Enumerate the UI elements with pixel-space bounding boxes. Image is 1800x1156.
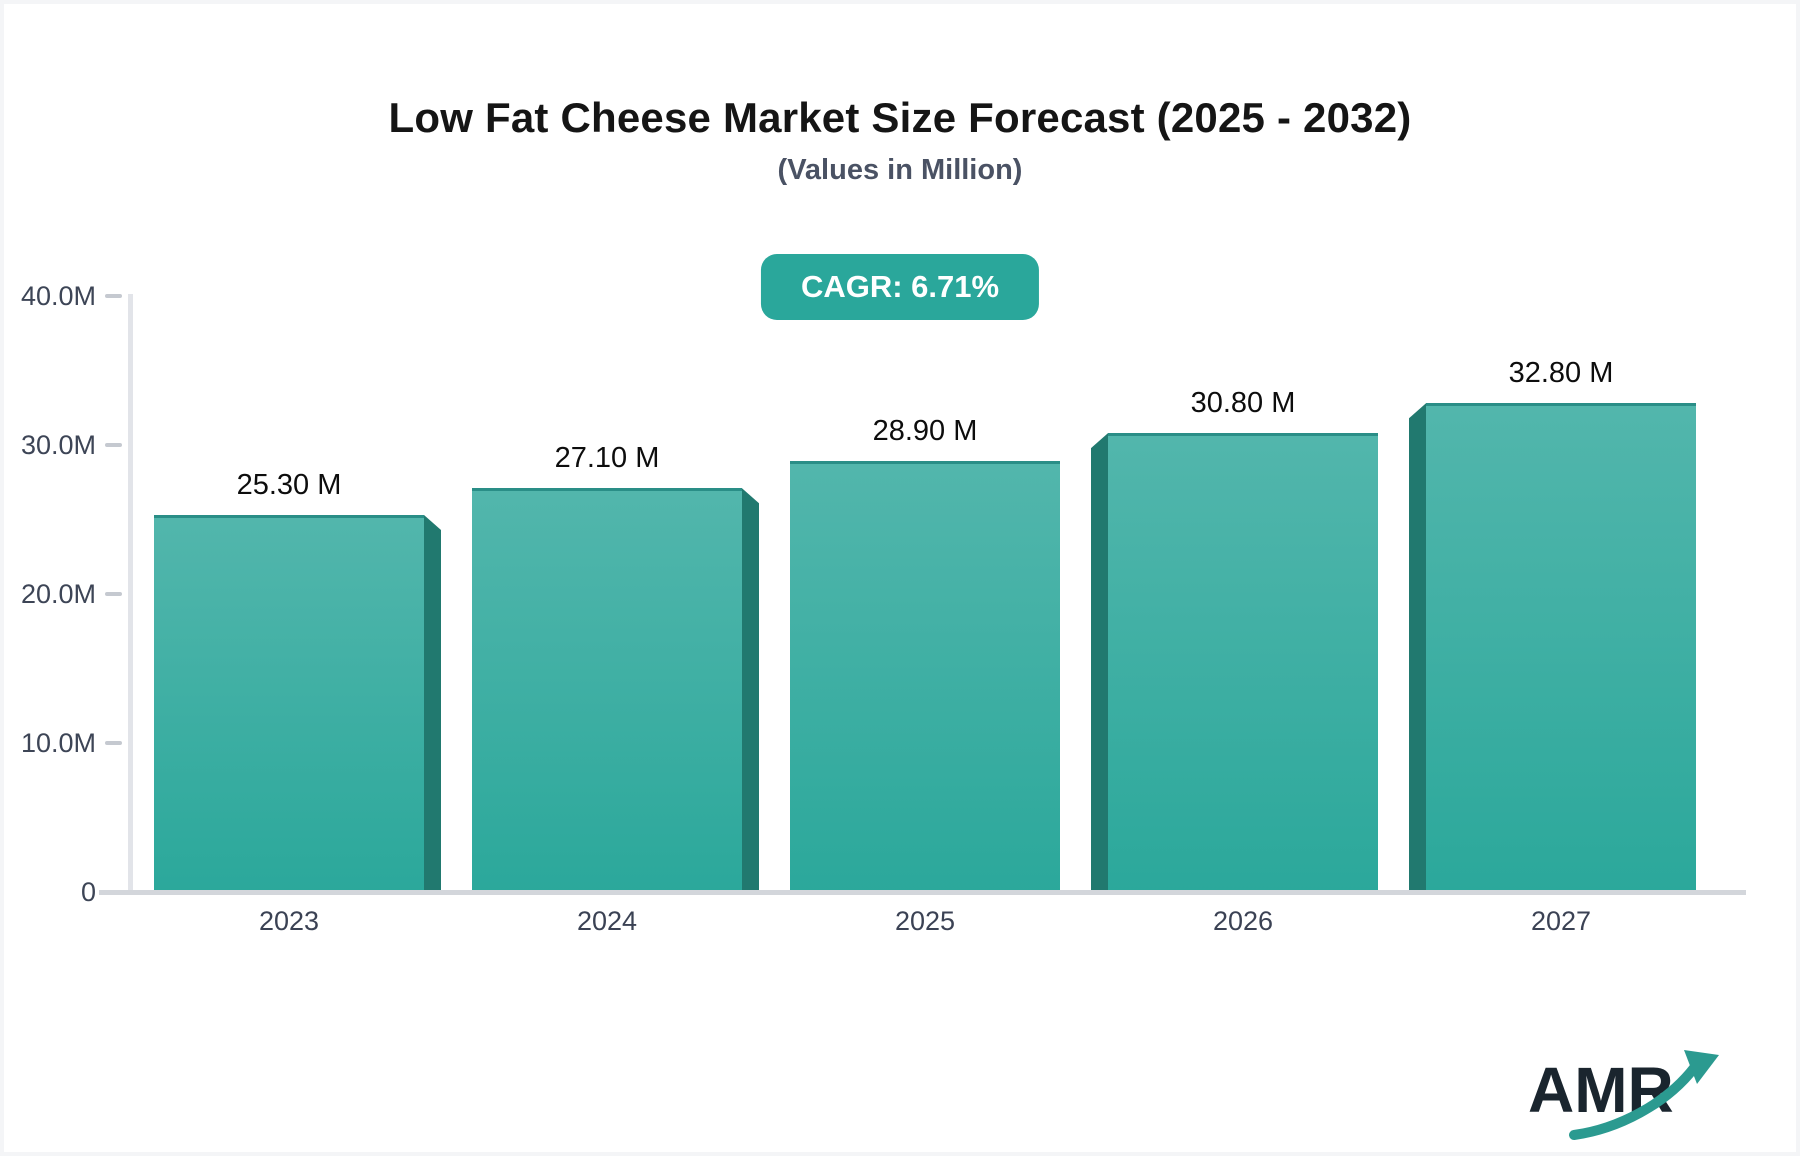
x-axis-label-2025: 2025 — [894, 906, 956, 936]
bar-2024-3d-side — [742, 488, 759, 892]
chart-subtitle: (Values in Million) — [777, 154, 1023, 186]
bar-chart: 40.0M 30.0M 20.0M 10.0M 0 25.30 M 2023 27.10 M 2… — [4, 4, 1796, 1152]
bar-value-label-2024: 27.10 M — [554, 442, 660, 475]
logo-arrow-swoosh-icon — [1569, 1063, 1699, 1140]
bar-2027 — [1426, 403, 1696, 892]
y-axis-tick-label: 40.0M — [20, 281, 96, 311]
y-axis-tick-label: 20.0M — [20, 579, 96, 609]
logo-arrowhead-icon — [1684, 1050, 1719, 1084]
y-axis-tick-mark — [105, 592, 122, 596]
bar-2026 — [1108, 433, 1378, 892]
amr-logo: AMR — [1528, 1050, 1719, 1140]
y-axis-tick-label: 0 — [80, 877, 96, 907]
bar-2027-3d-side — [1409, 403, 1426, 892]
bar-2023-3d-side — [424, 515, 441, 892]
x-axis-label-2026: 2026 — [1212, 906, 1274, 936]
y-axis-tick-label: 10.0M — [20, 728, 96, 758]
y-axis-tick-mark — [105, 741, 122, 745]
amr-logo-text: AMR — [1528, 1054, 1674, 1126]
bar-2023 — [154, 515, 424, 892]
bar-2024 — [472, 488, 742, 892]
y-axis-line — [128, 294, 133, 892]
y-axis-tick-mark — [105, 294, 122, 298]
x-axis-label-2027: 2027 — [1530, 906, 1592, 936]
x-axis-label-2024: 2024 — [576, 906, 638, 936]
chart-title: Low Fat Cheese Market Size Forecast (202… — [388, 94, 1412, 141]
bar-value-label-2025: 28.90 M — [872, 415, 978, 448]
bar-value-label-2026: 30.80 M — [1190, 387, 1296, 420]
bar-2025 — [790, 461, 1060, 892]
y-axis-tick-label: 30.0M — [20, 430, 96, 460]
x-axis-label-2023: 2023 — [258, 906, 320, 936]
bar-value-label-2027: 32.80 M — [1508, 357, 1614, 390]
bar-value-label-2023: 25.30 M — [236, 469, 342, 502]
bar-2026-3d-side — [1091, 433, 1108, 892]
y-axis-tick-mark — [105, 443, 122, 447]
cagr-badge: CAGR: 6.71% — [760, 254, 1040, 320]
x-axis-baseline — [99, 890, 1746, 895]
